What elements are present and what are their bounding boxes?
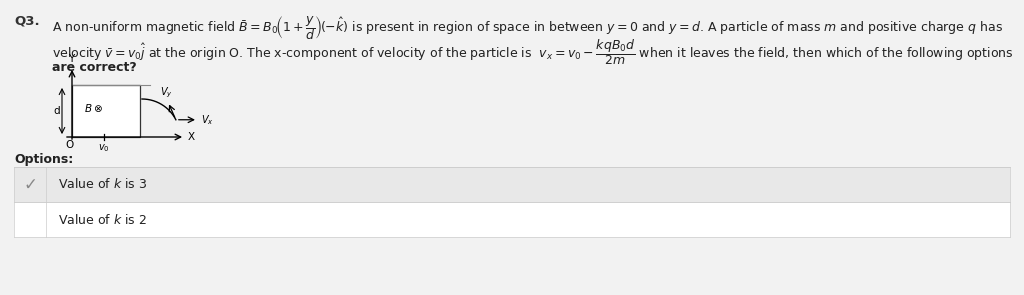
Text: Value of $k$ is 3: Value of $k$ is 3: [58, 178, 147, 191]
Text: Value of $k$ is 2: Value of $k$ is 2: [58, 212, 147, 227]
Bar: [14, 202, 1010, 237]
Text: Q3.: Q3.: [14, 14, 40, 27]
Text: $B\otimes$: $B\otimes$: [84, 102, 102, 114]
Text: A non-uniform magnetic field $\bar{B} = B_0\!\left(1+\dfrac{y}{d}\right)\!(-\hat: A non-uniform magnetic field $\bar{B} = …: [52, 14, 1002, 42]
Text: $V_y$: $V_y$: [161, 85, 173, 100]
Bar: [72, 85, 140, 137]
Text: velocity $\bar{v} = v_0\hat{j}$ at the origin O. The x-component of velocity of : velocity $\bar{v} = v_0\hat{j}$ at the o…: [52, 37, 1014, 67]
Text: O: O: [66, 140, 74, 150]
Text: X: X: [188, 132, 196, 142]
Text: $V_x$: $V_x$: [201, 113, 214, 127]
Bar: [14, 167, 1010, 202]
Text: Options:: Options:: [14, 153, 74, 166]
Text: are correct?: are correct?: [52, 61, 137, 74]
Text: ✓: ✓: [24, 176, 37, 194]
Text: d: d: [53, 106, 60, 116]
Text: $v_0$: $v_0$: [98, 142, 110, 154]
Text: Y: Y: [68, 54, 74, 64]
